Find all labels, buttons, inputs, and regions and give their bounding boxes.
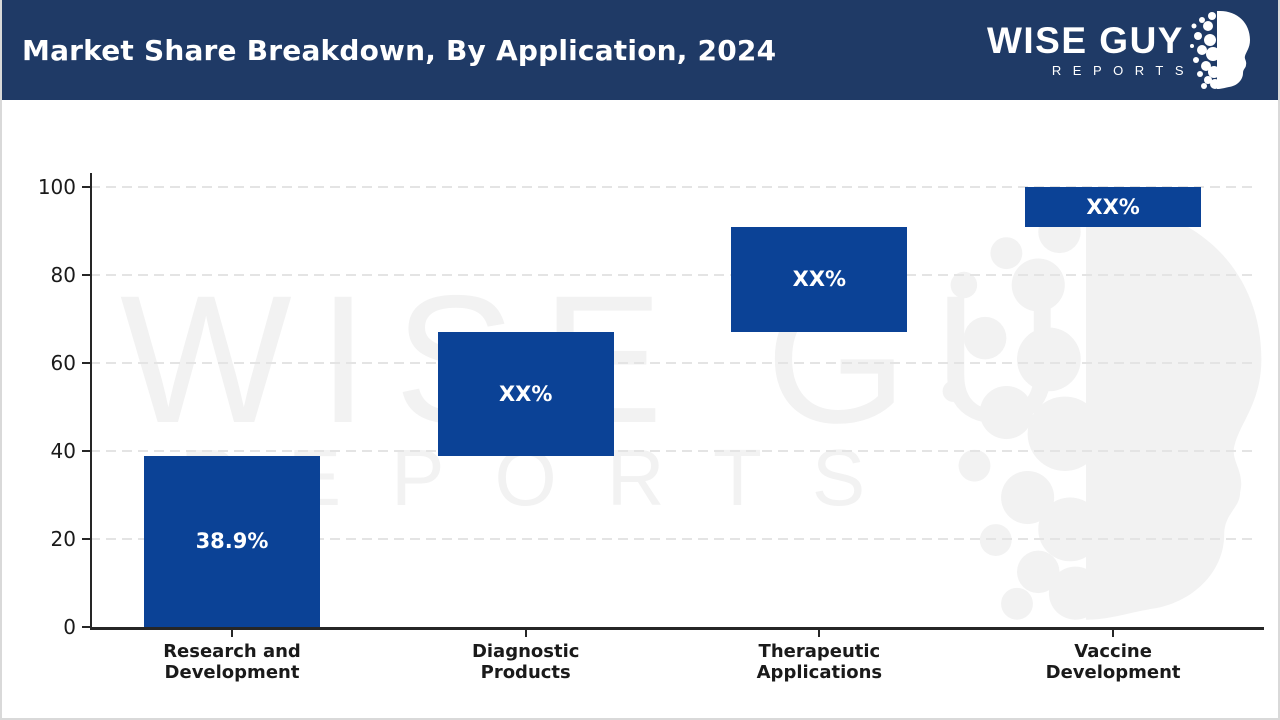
gridline-100 bbox=[90, 186, 1258, 188]
bar-therapeutic-applications: XX% bbox=[731, 226, 908, 333]
bar-vaccine-development: XX% bbox=[1025, 187, 1202, 227]
gridline-40 bbox=[90, 450, 1258, 452]
y-axis-tick-label: 100 bbox=[37, 175, 76, 199]
page-title: Market Share Breakdown, By Application, … bbox=[22, 33, 777, 67]
bar-value-label: XX% bbox=[498, 382, 553, 406]
bar-diagnostic-products: XX% bbox=[437, 332, 614, 456]
logo-wordmark: WISE GUY bbox=[986, 20, 1184, 61]
x-axis-category-label: Research and Development bbox=[163, 641, 301, 683]
x-axis-category-label: Therapeutic Applications bbox=[756, 641, 883, 683]
x-axis-tick bbox=[1112, 630, 1115, 637]
bar-research-and-development: 38.9% bbox=[144, 455, 320, 627]
gridline-20 bbox=[90, 538, 1258, 540]
header-bar: Market Share Breakdown, By Application, … bbox=[2, 0, 1278, 100]
y-axis-line bbox=[90, 173, 92, 630]
x-axis-category-label: Vaccine Development bbox=[1045, 641, 1181, 683]
y-axis-tick-label: 80 bbox=[50, 263, 76, 287]
y-axis-tick bbox=[82, 362, 90, 364]
bar-value-label: XX% bbox=[1086, 194, 1140, 219]
x-axis-tick bbox=[524, 630, 527, 637]
y-axis-tick-label: 60 bbox=[50, 351, 76, 375]
gridline-80 bbox=[90, 274, 1258, 276]
x-axis-tick bbox=[818, 630, 821, 637]
y-axis-tick-label: 20 bbox=[50, 527, 76, 551]
x-axis-tick bbox=[231, 630, 233, 637]
x-axis-line bbox=[90, 627, 1264, 630]
y-axis-tick bbox=[82, 186, 90, 188]
y-axis-tick bbox=[82, 450, 90, 452]
x-axis-category-label: Diagnostic Products bbox=[471, 641, 580, 683]
y-axis-tick-label: 0 bbox=[63, 615, 76, 639]
logo-text: WISE GUY REPORTS bbox=[987, 22, 1184, 78]
logo-subtitle: REPORTS bbox=[1051, 63, 1195, 78]
bar-value-label: 38.9% bbox=[195, 529, 269, 554]
wiseguy-logo: WISE GUY REPORTS bbox=[987, 10, 1252, 90]
y-axis-tick bbox=[82, 274, 90, 276]
bar-value-label: XX% bbox=[792, 267, 847, 292]
y-axis-tick-label: 40 bbox=[50, 439, 76, 463]
y-axis-tick bbox=[82, 538, 90, 540]
dotted-face-profile-icon bbox=[1190, 10, 1250, 90]
watermark-face-pattern bbox=[942, 205, 1262, 620]
gridline-60 bbox=[90, 362, 1258, 364]
y-axis-tick bbox=[82, 626, 90, 628]
